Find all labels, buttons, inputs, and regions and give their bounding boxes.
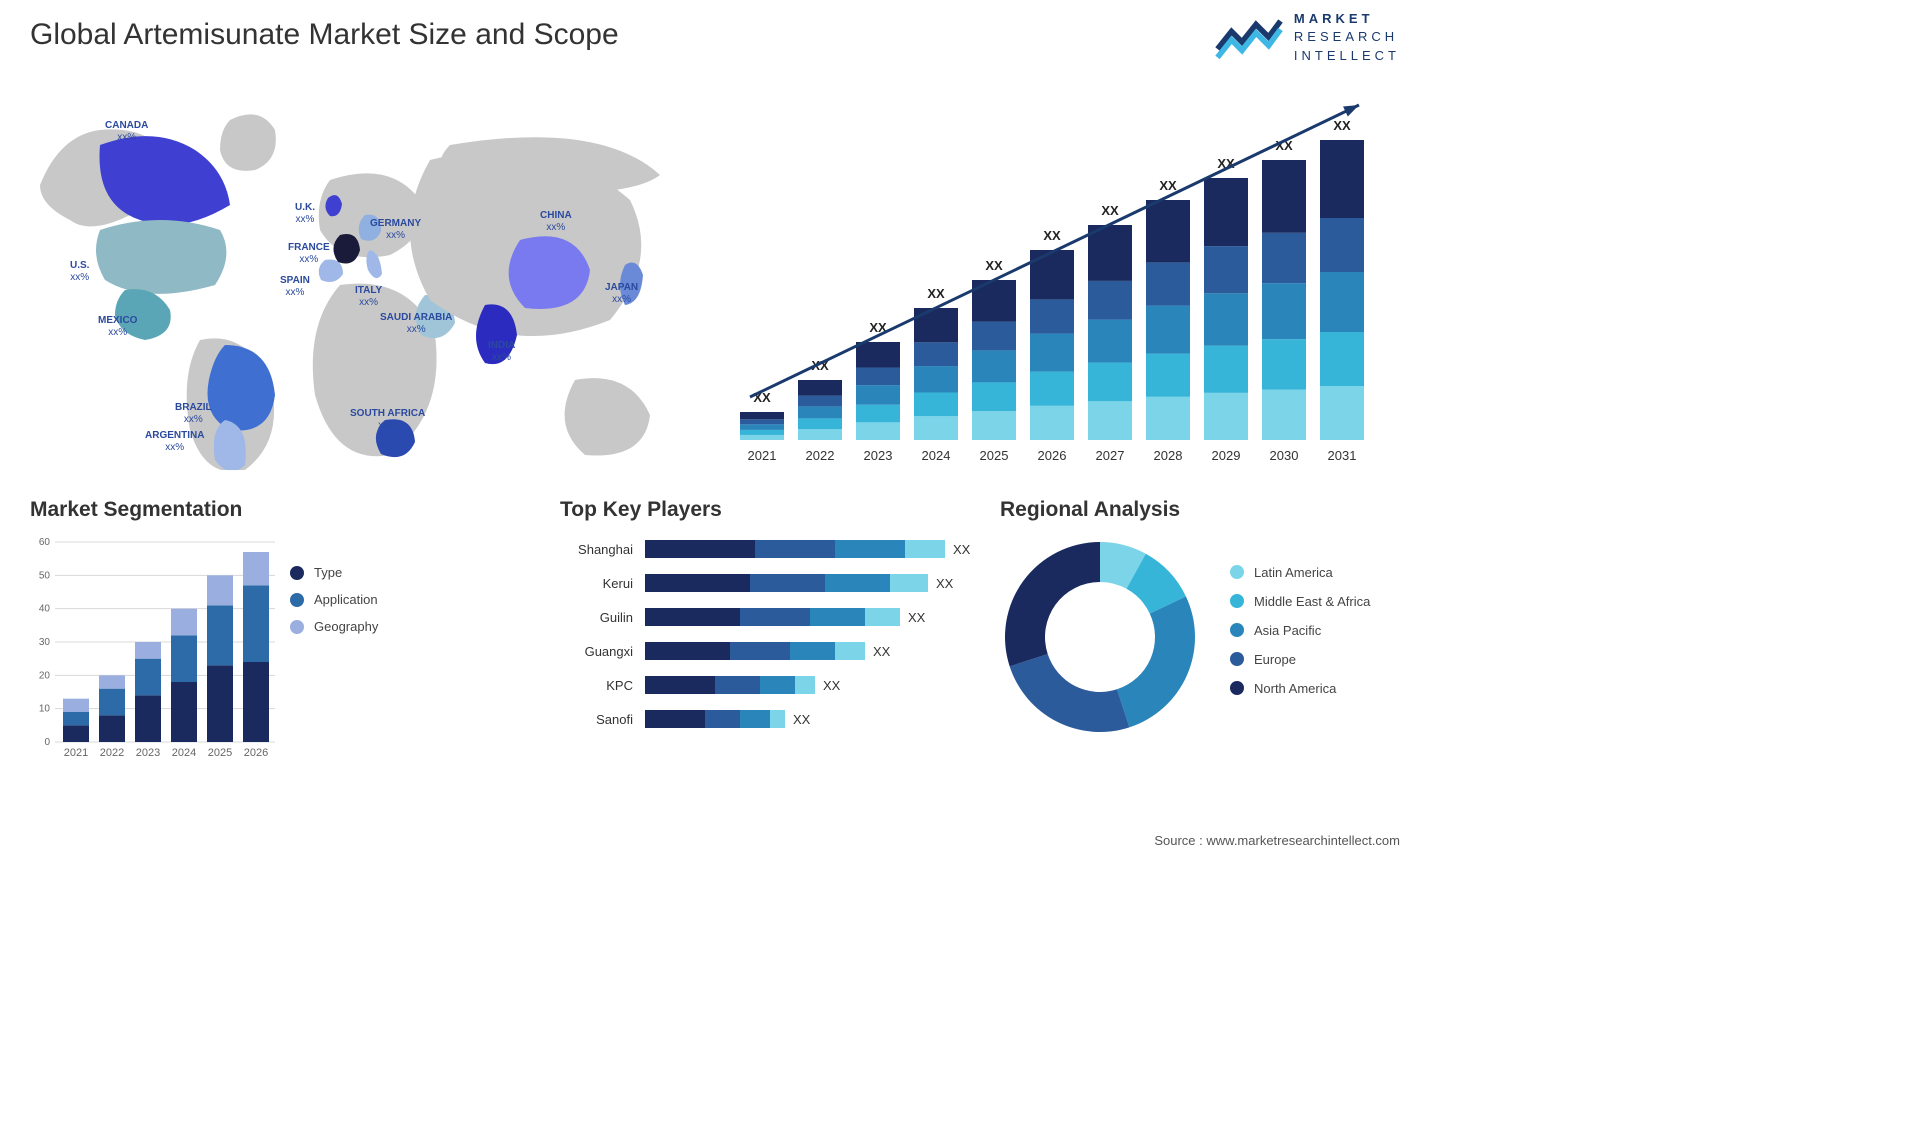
svg-text:XX: XX — [927, 286, 945, 301]
player-value: XX — [823, 678, 840, 693]
player-row-shanghai: Shanghai XX — [560, 537, 980, 561]
svg-text:2021: 2021 — [748, 448, 777, 463]
svg-text:2025: 2025 — [208, 747, 232, 759]
player-value: XX — [953, 542, 970, 557]
brand-logo: MARKET RESEARCH INTELLECT — [1214, 10, 1400, 65]
player-row-guilin: Guilin XX — [560, 605, 980, 629]
player-bar — [645, 642, 865, 660]
svg-text:2027: 2027 — [1096, 448, 1125, 463]
regional-donut-chart — [1000, 537, 1200, 737]
region-legend-europe: Europe — [1230, 652, 1370, 667]
players-title: Top Key Players — [560, 498, 980, 522]
map-label-france: FRANCExx% — [288, 242, 330, 266]
segmentation-section: Market Segmentation 0 10 20 30 40 50 60 2021 202… — [30, 498, 460, 767]
map-label-canada: CANADAxx% — [105, 120, 148, 144]
region-legend-middle-east---africa: Middle East & Africa — [1230, 594, 1370, 609]
svg-text:2025: 2025 — [980, 448, 1009, 463]
logo-text: MARKET RESEARCH INTELLECT — [1294, 10, 1400, 65]
svg-text:XX: XX — [985, 258, 1003, 273]
map-label-uk: U.K.xx% — [295, 202, 315, 226]
player-name: Guilin — [560, 610, 645, 625]
seg-legend-application: Application — [290, 592, 378, 607]
map-label-argentina: ARGENTINAxx% — [145, 430, 204, 454]
svg-text:40: 40 — [39, 604, 51, 615]
source-citation: Source : www.marketresearchintellect.com — [1154, 833, 1400, 848]
players-chart: ShanghaiXXKeruiXXGuilinXXGuangxiXXKPCXXS… — [560, 537, 980, 731]
player-bar — [645, 710, 785, 728]
player-row-sanofi: Sanofi XX — [560, 707, 980, 731]
svg-text:2030: 2030 — [1270, 448, 1299, 463]
map-label-southafrica: SOUTH AFRICAxx% — [350, 408, 425, 432]
player-row-guangxi: Guangxi XX — [560, 639, 980, 663]
player-value: XX — [908, 610, 925, 625]
page-title: Global Artemisunate Market Size and Scop… — [30, 18, 619, 52]
players-section: Top Key Players Shanghai XX Kerui XX Guilin X… — [560, 498, 980, 741]
world-map: CANADAxx% U.S.xx% MEXICOxx% BRAZILxx% ARGENT… — [30, 90, 700, 470]
svg-text:2031: 2031 — [1328, 448, 1357, 463]
svg-text:50: 50 — [39, 570, 51, 581]
svg-text:XX: XX — [1043, 228, 1061, 243]
svg-text:2021: 2021 — [64, 747, 88, 759]
map-label-mexico: MEXICOxx% — [98, 315, 137, 339]
player-row-kerui: Kerui XX — [560, 571, 980, 595]
svg-text:20: 20 — [39, 670, 51, 681]
map-label-germany: GERMANYxx% — [370, 218, 421, 242]
svg-text:2026: 2026 — [244, 747, 268, 759]
player-name: Guangxi — [560, 644, 645, 659]
region-legend-asia-pacific: Asia Pacific — [1230, 623, 1370, 638]
svg-text:2028: 2028 — [1154, 448, 1183, 463]
map-label-india: INDIAxx% — [488, 340, 515, 364]
map-label-china: CHINAxx% — [540, 210, 572, 234]
seg-legend-type: Type — [290, 565, 378, 580]
svg-text:2026: 2026 — [1038, 448, 1067, 463]
player-value: XX — [936, 576, 953, 591]
regional-legend: Latin America Middle East & Africa Asia Pa… — [1230, 565, 1370, 710]
regional-title: Regional Analysis — [1000, 498, 1400, 522]
svg-text:30: 30 — [39, 637, 51, 648]
player-bar — [645, 574, 928, 592]
market-size-chart: XX2021XX2022XX2023XX2024XX2025XX2026XX20… — [720, 80, 1400, 470]
player-bar — [645, 540, 945, 558]
player-bar — [645, 608, 900, 626]
svg-text:XX: XX — [1159, 178, 1177, 193]
svg-text:2022: 2022 — [806, 448, 835, 463]
segmentation-legend: Type Application Geography — [290, 565, 378, 646]
regional-section: Regional Analysis Latin America Middle Ea… — [1000, 498, 1400, 737]
svg-text:XX: XX — [1333, 118, 1351, 133]
player-name: Kerui — [560, 576, 645, 591]
map-label-japan: JAPANxx% — [605, 282, 638, 306]
svg-text:XX: XX — [1101, 203, 1119, 218]
player-name: KPC — [560, 678, 645, 693]
region-legend-latin-america: Latin America — [1230, 565, 1370, 580]
svg-text:2029: 2029 — [1212, 448, 1241, 463]
svg-text:60: 60 — [39, 537, 51, 548]
svg-text:2024: 2024 — [172, 747, 196, 759]
segmentation-chart: 0 10 20 30 40 50 60 2021 2022 2023 2024 2025 2026 — [30, 537, 280, 767]
svg-text:2023: 2023 — [136, 747, 160, 759]
player-row-kpc: KPC XX — [560, 673, 980, 697]
map-label-italy: ITALYxx% — [355, 285, 382, 309]
svg-text:2022: 2022 — [100, 747, 124, 759]
seg-legend-geography: Geography — [290, 619, 378, 634]
svg-text:10: 10 — [39, 704, 51, 715]
svg-text:2024: 2024 — [922, 448, 951, 463]
player-name: Sanofi — [560, 712, 645, 727]
player-bar — [645, 676, 815, 694]
logo-mark-icon — [1214, 10, 1284, 65]
map-label-brazil: BRAZILxx% — [175, 402, 212, 426]
player-value: XX — [873, 644, 890, 659]
svg-text:0: 0 — [44, 737, 50, 748]
player-value: XX — [793, 712, 810, 727]
region-legend-north-america: North America — [1230, 681, 1370, 696]
segmentation-title: Market Segmentation — [30, 498, 460, 522]
map-label-us: U.S.xx% — [70, 260, 89, 284]
svg-text:2023: 2023 — [864, 448, 893, 463]
map-label-saudiarabia: SAUDI ARABIAxx% — [380, 312, 452, 336]
player-name: Shanghai — [560, 542, 645, 557]
map-label-spain: SPAINxx% — [280, 275, 310, 299]
